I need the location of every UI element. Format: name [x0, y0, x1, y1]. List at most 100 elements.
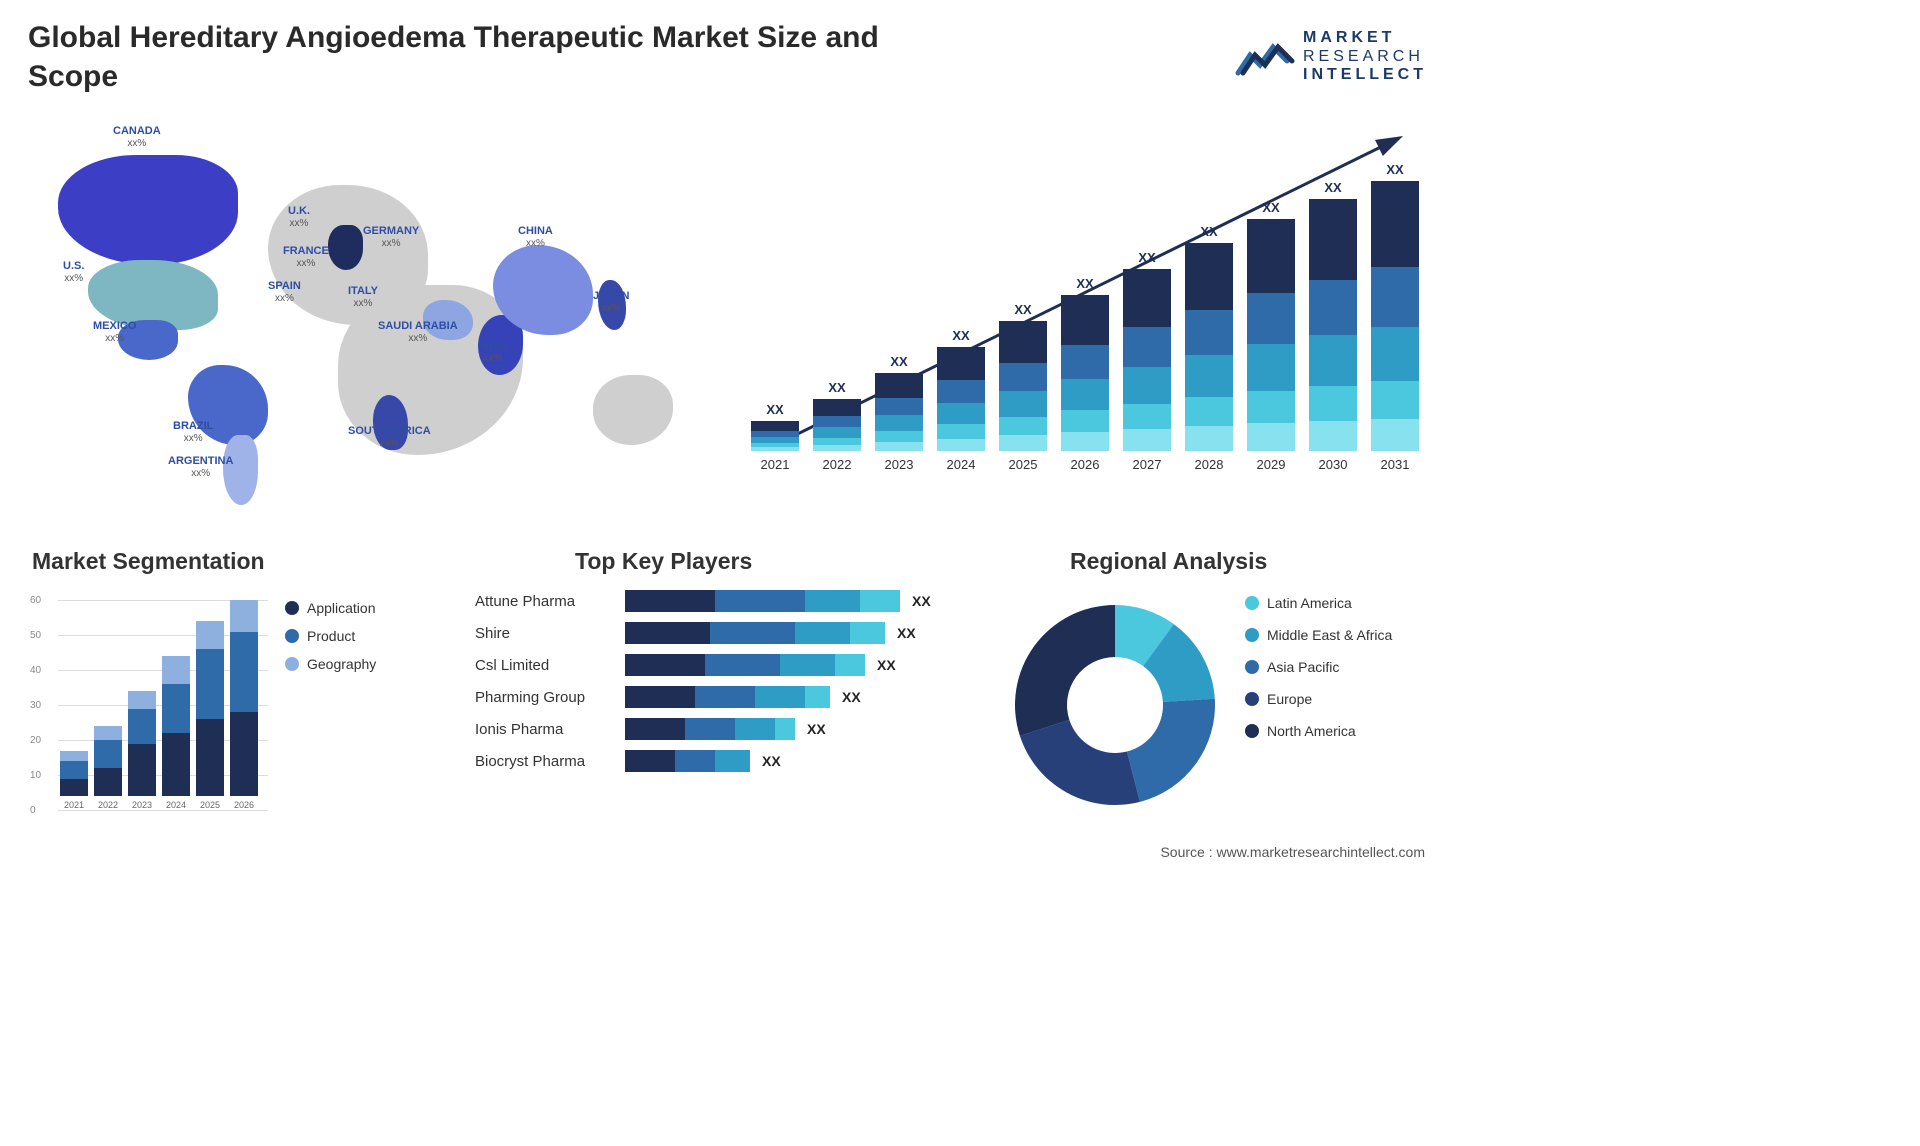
seg-bar-column: 2023: [128, 691, 156, 810]
legend-label: Latin America: [1267, 595, 1352, 611]
main-bar-chart: XX2021XX2022XX2023XX2024XX2025XX2026XX20…: [745, 120, 1425, 500]
bar-value-label: XX: [1138, 250, 1155, 265]
bar-segment: [937, 380, 985, 403]
legend-label: Europe: [1267, 691, 1312, 707]
bar-segment: [999, 435, 1047, 451]
map-label: GERMANYxx%: [363, 225, 419, 250]
seg-bar-column: 2022: [94, 726, 122, 810]
seg-bar-segment: [128, 709, 156, 744]
bar-value-label: XX: [1200, 224, 1217, 239]
legend-label: North America: [1267, 723, 1356, 739]
bar-segment: [875, 431, 923, 442]
donut-chart: [1005, 595, 1225, 815]
seg-year-label: 2021: [64, 800, 84, 810]
main-bar-column: XX2022: [813, 380, 861, 472]
seg-stacked-bar: [128, 691, 156, 796]
map-label: U.S.xx%: [63, 260, 84, 285]
map-region-shape: [593, 375, 673, 445]
legend-label: Application: [307, 600, 376, 616]
segmentation-chart: 0102030405060 202120222023202420252026: [28, 590, 268, 840]
logo-line3: INTELLECT: [1303, 66, 1427, 84]
bar-value-label: XX: [1076, 276, 1093, 291]
stacked-bar: [1371, 181, 1419, 451]
legend-label: Middle East & Africa: [1267, 627, 1392, 643]
year-label: 2023: [885, 457, 914, 472]
seg-bar-segment: [196, 649, 224, 719]
main-bar-column: XX2030: [1309, 180, 1357, 472]
seg-year-label: 2024: [166, 800, 186, 810]
bar-segment: [1247, 423, 1295, 451]
segmentation-title: Market Segmentation: [32, 548, 265, 575]
bar-segment: [1309, 386, 1357, 421]
bar-segment: [937, 403, 985, 424]
player-row: Ionis PharmaXX: [475, 718, 945, 740]
stacked-bar: [937, 347, 985, 451]
map-label: SAUDI ARABIAxx%: [378, 320, 458, 345]
seg-bar-segment: [128, 691, 156, 709]
legend-item: Geography: [285, 656, 376, 672]
seg-bar-segment: [128, 744, 156, 797]
bar-segment: [1061, 432, 1109, 451]
legend-label: Asia Pacific: [1267, 659, 1339, 675]
bar-segment: [1061, 345, 1109, 379]
player-bar: [625, 654, 865, 676]
main-bar-column: XX2028: [1185, 224, 1233, 472]
bar-segment: [813, 438, 861, 445]
seg-stacked-bar: [60, 751, 88, 797]
player-name: Attune Pharma: [475, 593, 625, 610]
bar-value-label: XX: [828, 380, 845, 395]
bar-segment: [1371, 419, 1419, 451]
seg-bar-segment: [230, 712, 258, 796]
player-bar-segment: [780, 654, 835, 676]
player-bar: [625, 750, 750, 772]
bar-segment: [751, 447, 799, 451]
header: Global Hereditary Angioedema Therapeutic…: [28, 18, 1427, 96]
main-bar-column: XX 2023: [875, 354, 923, 472]
stacked-bar: [1309, 199, 1357, 451]
key-players-chart: Attune PharmaXXShireXXCsl LimitedXXPharm…: [475, 590, 945, 782]
bar-value-label: XX: [1014, 302, 1031, 317]
map-label: JAPANxx%: [593, 290, 629, 315]
bar-segment: [1123, 327, 1171, 367]
legend-item: Latin America: [1245, 595, 1425, 611]
year-label: 2025: [1009, 457, 1038, 472]
player-bar-segment: [755, 686, 805, 708]
main-bar-column: XX2029: [1247, 200, 1295, 472]
bar-segment: [751, 421, 799, 431]
legend-dot-icon: [1245, 596, 1259, 610]
regional-analysis: Latin America Middle East & Africa Asia Pa…: [1005, 575, 1425, 835]
segmentation-bars: 202120222023202420252026: [60, 600, 268, 810]
bar-segment: [875, 442, 923, 451]
stacked-bar: [1185, 243, 1233, 451]
main-bar-column: XX2024: [937, 328, 985, 472]
player-bar: [625, 686, 830, 708]
player-bar-segment: [835, 654, 865, 676]
seg-bar-segment: [60, 779, 88, 797]
main-bar-column: XX 2025: [999, 302, 1047, 472]
legend-item: Application: [285, 600, 376, 616]
seg-bar-segment: [60, 761, 88, 779]
player-row: Biocryst PharmaXX: [475, 750, 945, 772]
seg-stacked-bar: [230, 600, 258, 796]
bar-segment: [1309, 280, 1357, 335]
player-bar-segment: [775, 718, 795, 740]
bar-segment: [1061, 295, 1109, 345]
seg-bar-segment: [196, 719, 224, 796]
gridline: 0: [58, 810, 268, 811]
seg-bar-segment: [60, 751, 88, 762]
legend-item: North America: [1245, 723, 1425, 739]
stacked-bar: [1123, 269, 1171, 451]
player-bar-segment: [695, 686, 755, 708]
player-bar-segment: [625, 654, 705, 676]
source-footer: Source : www.marketresearchintellect.com: [1160, 844, 1425, 860]
bar-segment: [1247, 344, 1295, 390]
player-bar-segment: [860, 590, 900, 612]
bar-segment: [875, 415, 923, 431]
bar-segment: [1371, 381, 1419, 419]
seg-bar-segment: [230, 600, 258, 632]
legend-item: Product: [285, 628, 376, 644]
year-label: 2021: [761, 457, 790, 472]
player-bar: [625, 622, 885, 644]
bar-value-label: XX: [890, 354, 907, 369]
player-value: XX: [842, 689, 861, 705]
